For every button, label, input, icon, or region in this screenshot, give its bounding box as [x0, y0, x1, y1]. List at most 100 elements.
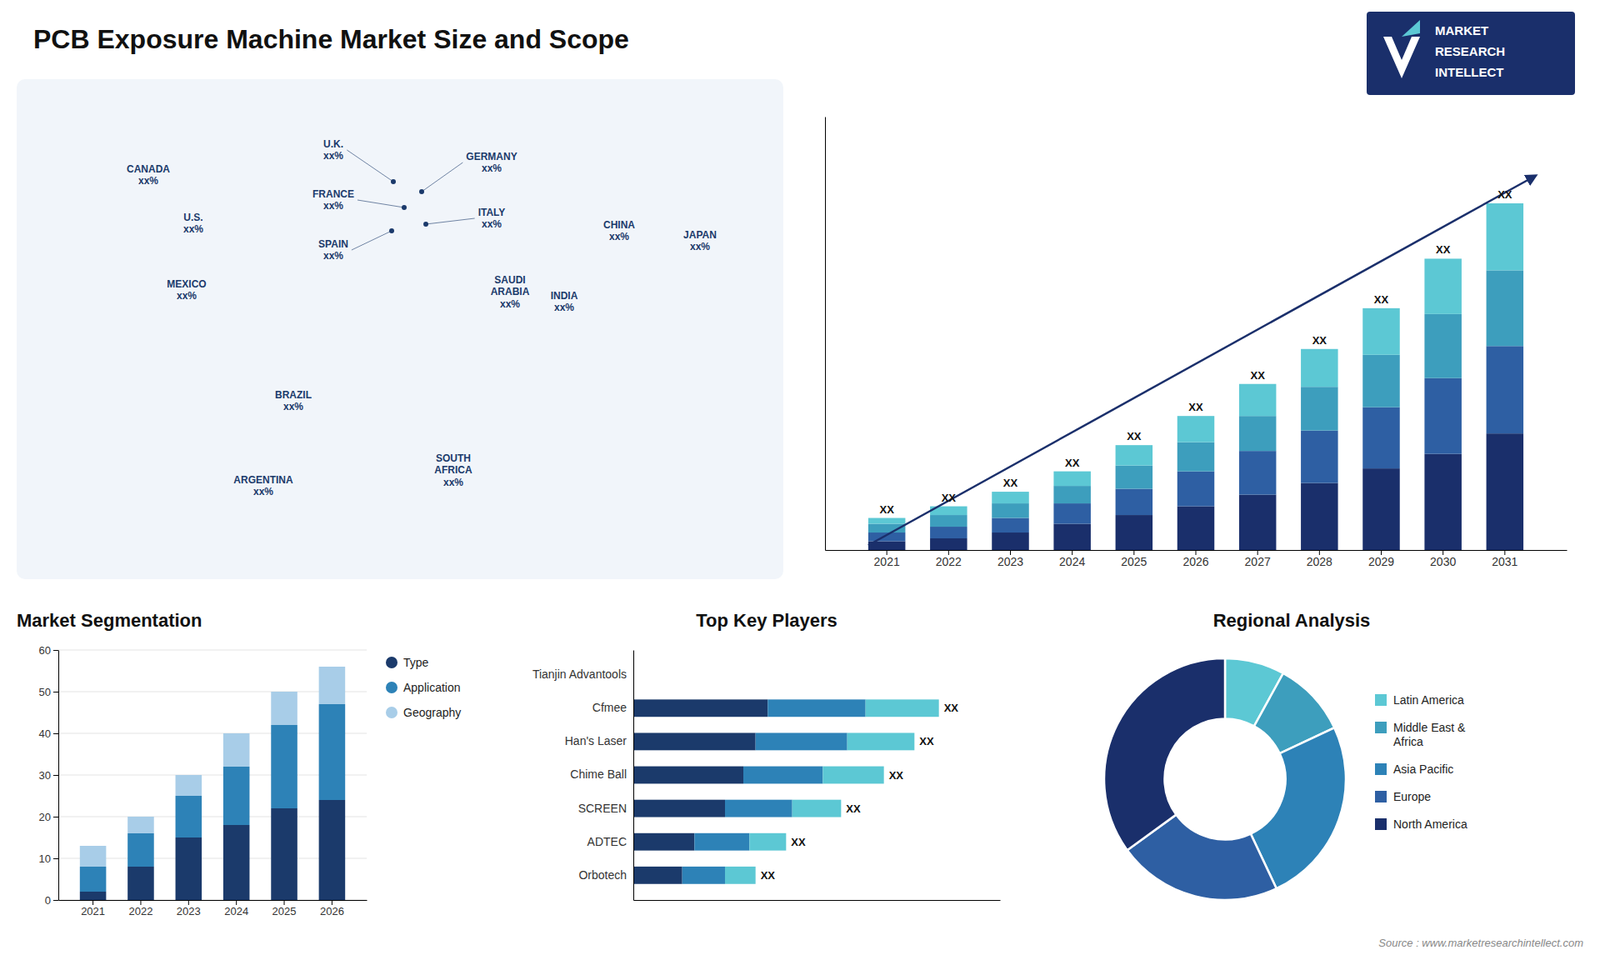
tick: 2024: [224, 900, 249, 918]
bar-segment: [868, 518, 906, 525]
bar-segment: [847, 732, 915, 750]
leader-line: [357, 200, 405, 208]
axis: 2021202220232024202520262027202820292030…: [825, 550, 1568, 569]
bar-segment: [1362, 468, 1400, 550]
text-line: xx%: [481, 162, 502, 175]
tick-label: 2023: [997, 555, 1024, 569]
bar-segment: [1424, 258, 1462, 314]
tick-label: 2021: [80, 905, 105, 918]
text-line: xx%: [138, 175, 159, 187]
bar-segment: [1053, 503, 1091, 524]
tick-label: SCREEN: [578, 801, 627, 815]
bar-segment: [1115, 515, 1154, 550]
logo-text: MARKET: [1435, 23, 1489, 38]
bar-segment: [767, 699, 865, 717]
tick-label: 2024: [224, 905, 249, 918]
bar-segment: [633, 766, 744, 785]
axis: [825, 117, 826, 551]
tick-label: 2028: [1306, 555, 1333, 569]
donut-slice: [1104, 658, 1225, 850]
text-line: Africa: [1393, 735, 1424, 749]
segmentation-chart: Market Segmentation202120222023202420252…: [16, 610, 461, 918]
tick: 10: [39, 852, 59, 865]
chart-canvas: PCB Exposure Machine Market Size and Sco…: [0, 0, 1600, 955]
bar-label: XX: [1188, 400, 1204, 414]
chart-title: Regional Analysis: [1213, 610, 1371, 631]
regional-chart: Regional Analysis Latin AmericaMiddle Eas…: [1104, 610, 1468, 900]
tick: 2022: [935, 550, 962, 569]
bar-label: XX: [879, 503, 895, 516]
tick: Han's Laser: [565, 734, 634, 748]
tick-mark: [188, 900, 190, 905]
tick-label: 2021: [874, 555, 900, 569]
legend: TypeApplicationGeography: [385, 655, 461, 720]
legend-swatch: [1375, 818, 1387, 830]
tick: SCREEN: [578, 801, 634, 815]
bar-label: XX: [919, 735, 935, 748]
text-line: xx%: [323, 150, 344, 162]
bar-segment: [1486, 345, 1525, 434]
text-line: Europe: [1393, 790, 1431, 804]
leader-dot: [389, 228, 395, 234]
bar-segment: [792, 800, 842, 818]
tick-mark: [140, 900, 141, 905]
tick: 30: [39, 769, 59, 782]
bar-segment: [633, 866, 683, 885]
text-line: ARGENTINA: [233, 474, 294, 486]
legend: Latin AmericaMiddle East &AfricaAsia Pac…: [1375, 693, 1468, 831]
tick-mark: [331, 900, 333, 905]
grid: [58, 650, 367, 900]
text-line: xx%: [283, 400, 304, 413]
bar-segment: [1239, 450, 1277, 495]
text-line: xx%: [609, 230, 630, 243]
text-line: SAUDI: [494, 274, 525, 286]
bar-segment: [1115, 445, 1154, 465]
tick: 2023: [997, 550, 1024, 569]
leader-line: [351, 230, 392, 250]
plot-area: [633, 699, 940, 884]
tick-label: 2030: [1430, 555, 1456, 569]
text-line: xx%: [253, 485, 274, 498]
bar-label: XX: [1374, 293, 1390, 306]
tick-label: 0: [45, 894, 51, 907]
text-line: Latin America: [1393, 693, 1465, 707]
bar-segment: [1177, 471, 1215, 507]
tick: 2026: [1182, 550, 1209, 569]
legend-label: Geography: [403, 705, 461, 720]
bar-segment: [755, 732, 848, 750]
bar-segment: [1177, 506, 1215, 550]
grid-line: [58, 650, 367, 651]
tick-mark: [284, 900, 285, 905]
chart-title: Top Key Players: [695, 610, 838, 631]
text-line: JAPAN: [683, 229, 717, 241]
tick-mark: [53, 650, 59, 651]
text-line: SOUTH: [435, 452, 471, 465]
axis-line: [58, 650, 60, 901]
logo: MARKETRESEARCHINTELLECT: [1366, 11, 1575, 95]
bar-segment: [743, 766, 823, 785]
bar-segment: [175, 795, 203, 838]
bar-segment: [1239, 384, 1277, 416]
bar-label: XX: [845, 802, 861, 815]
bar-segment: [223, 766, 250, 825]
bar-segment: [270, 725, 298, 809]
logo-text: INTELLECT: [1435, 65, 1505, 80]
bar-segment: [127, 833, 155, 867]
legend-marker: [385, 656, 398, 669]
bar-segment: [1300, 386, 1339, 430]
bar-segment: [991, 518, 1030, 533]
text-line: CANADA: [126, 163, 170, 175]
bar-segment: [1177, 415, 1215, 442]
tick-mark: [53, 691, 59, 693]
bar-label: XX: [889, 769, 905, 782]
legend-swatch: [1375, 721, 1387, 734]
bar-series: [80, 704, 345, 892]
tick: 2028: [1306, 550, 1333, 569]
leader-dot: [390, 179, 396, 185]
tick: 2023: [176, 900, 201, 918]
tick-label: 2022: [128, 905, 153, 918]
plot-area: [80, 666, 345, 900]
text-line: ARABIA: [490, 285, 530, 298]
bar-segment: [930, 515, 968, 527]
bar-segment: [991, 491, 1030, 504]
